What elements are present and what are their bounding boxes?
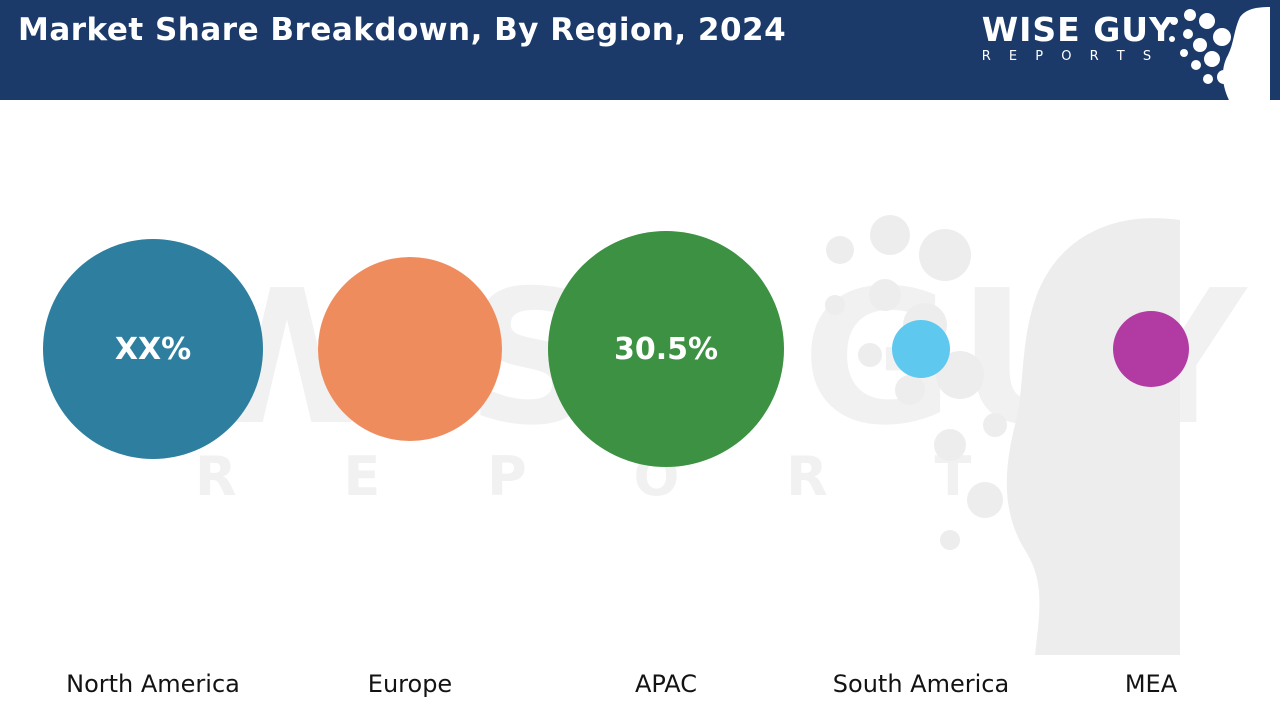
- brand-name: WISE GUY: [981, 9, 1174, 49]
- category-label-apac: APAC: [634, 670, 698, 698]
- page-title: Market Share Breakdown, By Region, 2024: [18, 12, 787, 48]
- bubble-mea: [1113, 311, 1189, 387]
- bubble-chart: WISE GUY R E P O R T S XX% 30.5%: [0, 100, 1280, 720]
- bubble-value-label: XX%: [114, 331, 192, 367]
- category-label-europe: Europe: [367, 670, 453, 698]
- header-bar: Market Share Breakdown, By Region, 2024 …: [0, 0, 1280, 102]
- bubble-north-america: XX%: [43, 239, 263, 459]
- brand-logo: WISE GUY R E P O R T S: [981, 6, 1270, 102]
- category-label-north-america: North America: [66, 670, 240, 698]
- bubble-apac: 30.5%: [548, 231, 784, 467]
- category-label-south-america: South America: [832, 670, 1010, 698]
- bubble-value-label: 30.5%: [613, 331, 719, 367]
- brand-head-icon: [1169, 6, 1270, 102]
- bubble-south-america: [892, 320, 950, 378]
- bubble-europe: [318, 257, 502, 441]
- watermark-head-icon: [825, 215, 1180, 656]
- brand-subtitle: R E P O R T S: [981, 49, 1159, 65]
- brand-text: WISE GUY R E P O R T S: [981, 9, 1174, 65]
- category-label-mea: MEA: [1124, 670, 1178, 698]
